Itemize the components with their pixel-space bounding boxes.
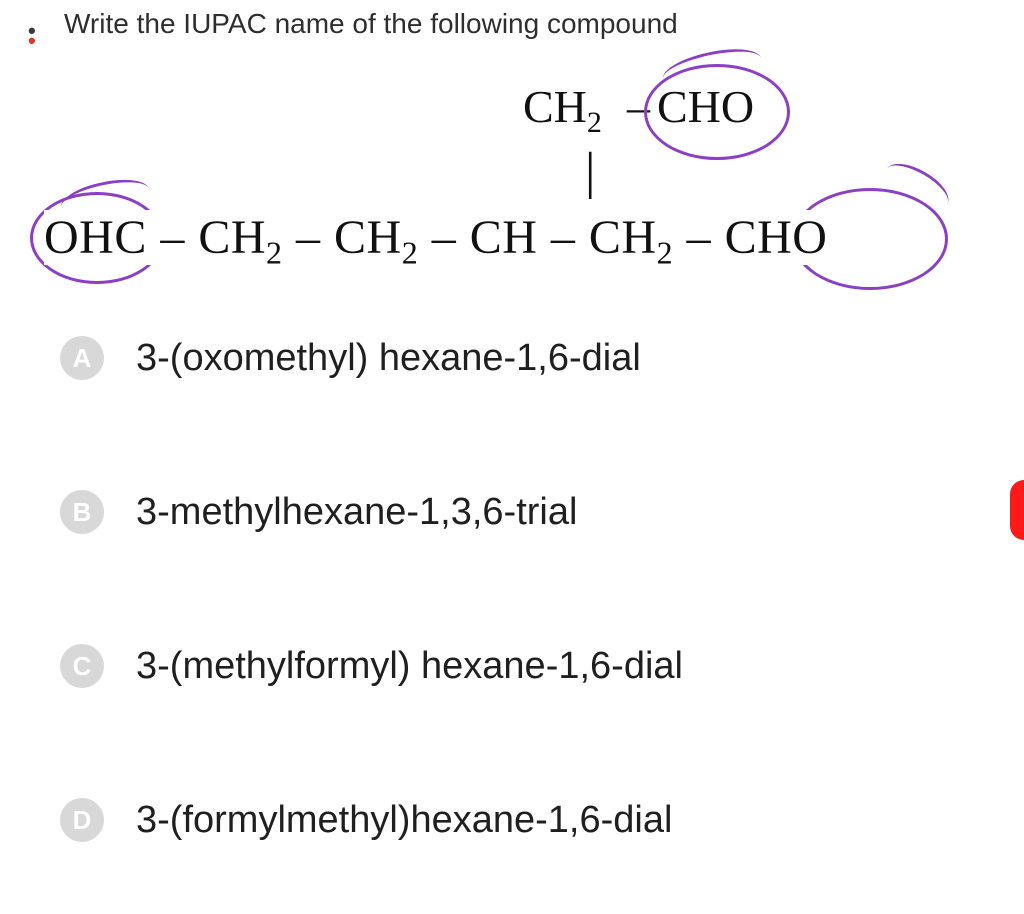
option-a[interactable]: A 3-(oxomethyl) hexane-1,6-dial [60, 336, 683, 380]
branch-ch2-sub: 2 [587, 106, 602, 139]
option-c[interactable]: C 3-(methylformyl) hexane-1,6-dial [60, 644, 683, 688]
option-a-text: 3-(oxomethyl) hexane-1,6-dial [136, 337, 641, 380]
red-edge-indicator [1010, 480, 1024, 540]
answer-options: A 3-(oxomethyl) hexane-1,6-dial B 3-meth… [60, 336, 683, 842]
option-a-badge: A [60, 336, 104, 380]
main-chain: OHC – CH2 – CH2 – CH – CH2 – CHO [44, 210, 833, 265]
option-c-badge: C [60, 644, 104, 688]
marker-dots: • • [28, 26, 36, 46]
option-c-text: 3-(methylformyl) hexane-1,6-dial [136, 645, 683, 688]
branch-ch2-base: CH [523, 81, 587, 132]
option-b-text: 3-methylhexane-1,3,6-trial [136, 491, 577, 534]
question-prompt: Write the IUPAC name of the following co… [64, 8, 678, 40]
option-d-badge: D [60, 798, 104, 842]
vertical-bond: | [585, 142, 595, 201]
dot-red: • [28, 36, 36, 46]
branch-ch2: CH2 [523, 80, 602, 133]
option-b[interactable]: B 3-methylhexane-1,3,6-trial [60, 490, 683, 534]
option-d-text: 3-(formylmethyl)hexane-1,6-dial [136, 799, 672, 842]
option-d[interactable]: D 3-(formylmethyl)hexane-1,6-dial [60, 798, 683, 842]
chemical-structure: CH2 – CHO | OHC – CH2 – CH2 – CH – CH – … [30, 70, 990, 320]
option-b-badge: B [60, 490, 104, 534]
